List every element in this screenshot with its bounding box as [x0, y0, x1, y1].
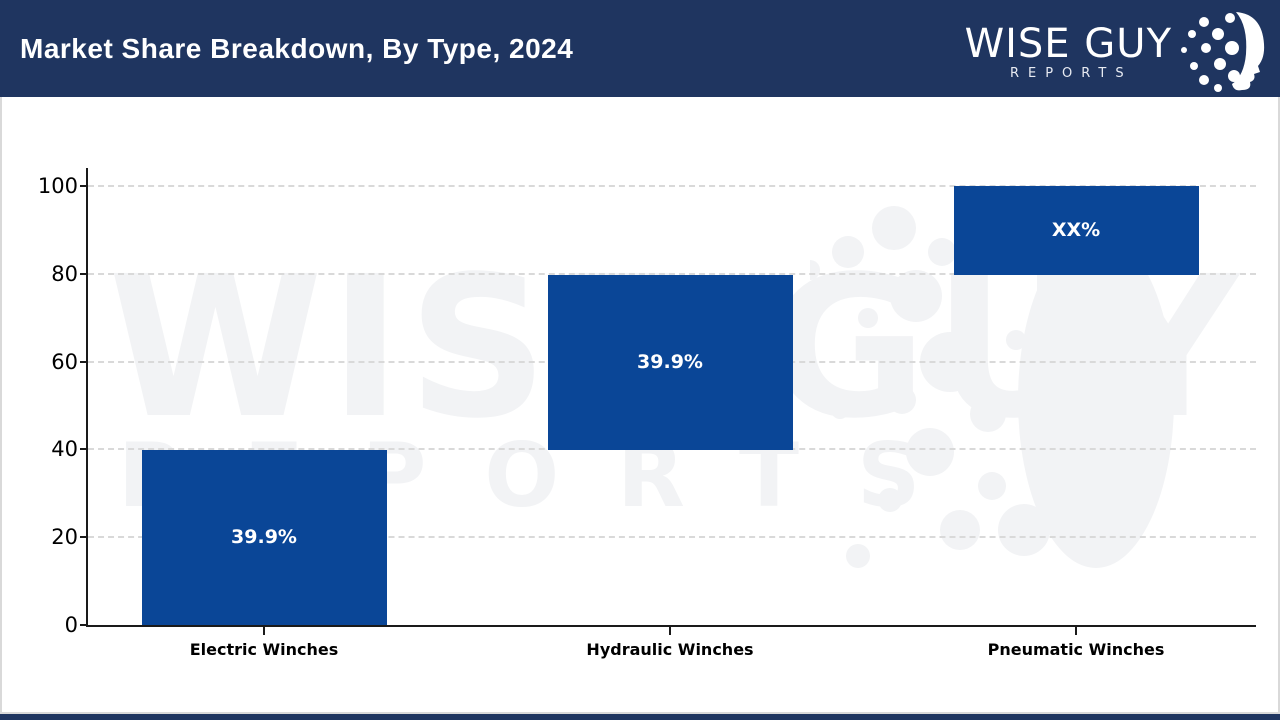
y-axis-tick: [80, 624, 88, 626]
y-axis-tick: [80, 272, 88, 275]
bar-hydraulic-winches: 39.9%: [547, 274, 793, 450]
x-tick-label: Hydraulic Winches: [586, 640, 754, 659]
y-tick-label: 40: [51, 437, 78, 462]
x-tick-label: Electric Winches: [189, 640, 339, 659]
y-axis-tick: [80, 536, 88, 539]
header-bar: Market Share Breakdown, By Type, 2024 WI…: [0, 0, 1280, 97]
bar-value-label: 39.9%: [231, 526, 297, 549]
x-axis-line: [86, 625, 1256, 627]
x-axis-tick: [263, 627, 265, 635]
y-tick-label: 20: [51, 525, 78, 550]
gridline: [88, 185, 1256, 187]
brand-subtitle: REPORTS: [1009, 66, 1133, 81]
gridline: [88, 272, 1256, 275]
footer-divider: [0, 712, 1280, 714]
brand-face-icon: [1181, 12, 1265, 92]
brand-name: WISE GUY: [964, 21, 1172, 67]
x-axis-tick: [669, 627, 671, 635]
brand-logo: WISE GUY REPORTS: [965, 10, 1266, 94]
y-axis-line: [86, 168, 88, 627]
x-tick-label: Pneumatic Winches: [987, 640, 1165, 659]
brand-wordmark: WISE GUY REPORTS: [965, 23, 1172, 81]
y-tick-label: 80: [51, 261, 78, 286]
gridline: [88, 536, 1256, 539]
bar-pneumatic-winches: XX%: [953, 186, 1199, 275]
y-tick-label: 100: [37, 174, 78, 198]
page-title: Market Share Breakdown, By Type, 2024: [20, 32, 574, 64]
y-tick-label: 60: [51, 349, 78, 374]
y-axis-tick: [80, 360, 88, 363]
watermark-face-dots: [810, 206, 1174, 568]
footer-bar: [0, 714, 1280, 720]
y-tick-label: 0: [64, 613, 78, 637]
x-axis-tick: [1075, 627, 1077, 635]
bar-value-label: 39.9%: [637, 351, 703, 374]
y-axis-tick: [80, 185, 88, 187]
y-axis-tick: [80, 448, 88, 451]
bar-value-label: XX%: [1051, 219, 1101, 242]
bar-electric-winches: 39.9%: [141, 449, 387, 625]
